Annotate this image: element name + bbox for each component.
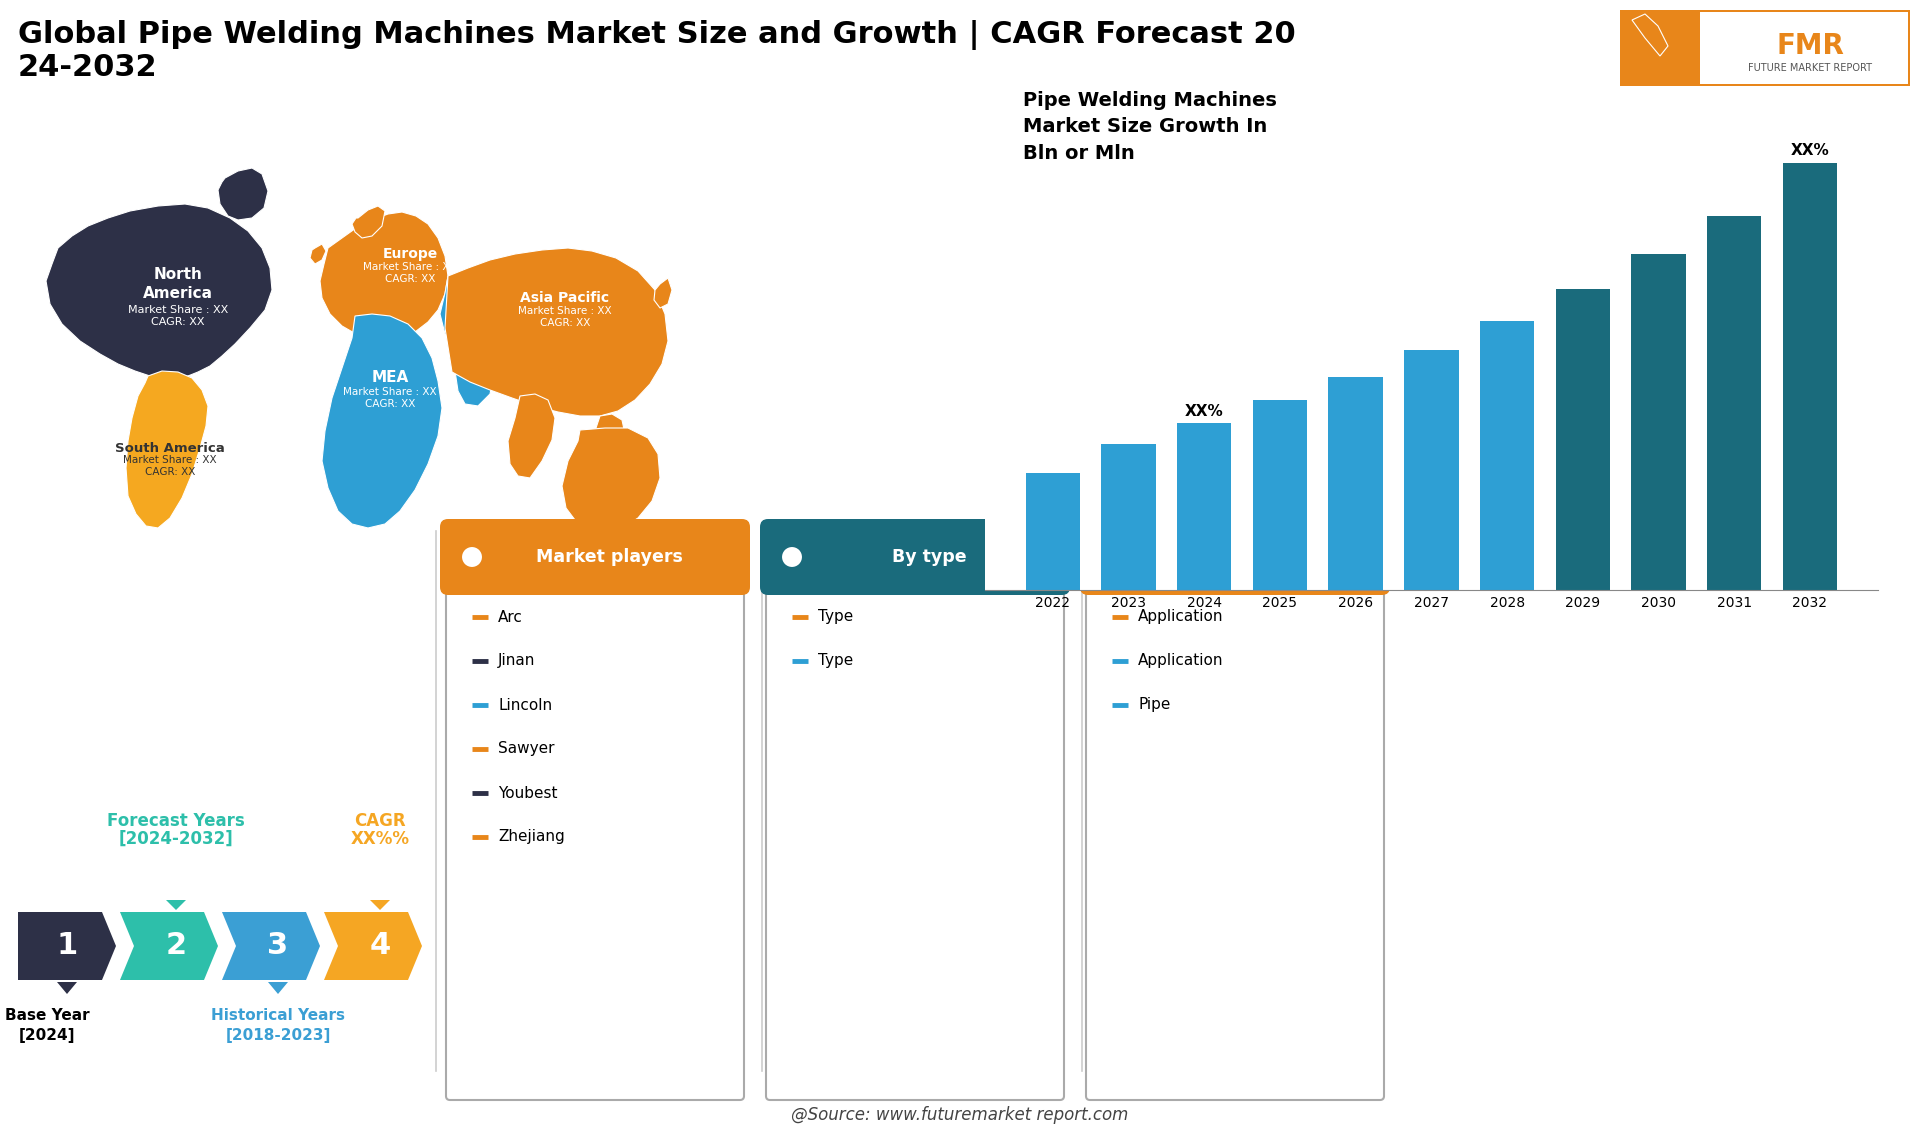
- Polygon shape: [593, 414, 626, 456]
- Text: [2024]: [2024]: [19, 1028, 75, 1043]
- Bar: [1404, 351, 1459, 590]
- Text: Youbest: Youbest: [497, 785, 557, 801]
- Polygon shape: [46, 204, 273, 378]
- FancyBboxPatch shape: [1087, 537, 1384, 1100]
- Text: Asia Pacific: Asia Pacific: [520, 291, 609, 305]
- Polygon shape: [440, 270, 497, 348]
- Text: Lincoln: Lincoln: [497, 698, 553, 713]
- Polygon shape: [509, 394, 555, 478]
- Bar: [1177, 423, 1231, 590]
- Text: CAGR: XX: CAGR: XX: [152, 317, 205, 327]
- FancyBboxPatch shape: [760, 519, 1069, 595]
- Text: By application: By application: [1179, 548, 1319, 566]
- Bar: [1782, 163, 1837, 590]
- Text: Pipe Welding Machines
Market Size Growth In
Bln or Mln: Pipe Welding Machines Market Size Growth…: [1023, 91, 1277, 163]
- Polygon shape: [445, 248, 668, 416]
- Text: CAGR: XX: CAGR: XX: [540, 317, 589, 328]
- Bar: [1102, 444, 1156, 590]
- Text: Arc: Arc: [497, 610, 522, 625]
- Polygon shape: [455, 346, 493, 406]
- Polygon shape: [321, 212, 447, 340]
- Text: FUTURE MARKET REPORT: FUTURE MARKET REPORT: [1747, 63, 1872, 73]
- Text: 2: 2: [165, 932, 186, 960]
- Text: FMR: FMR: [1776, 32, 1843, 60]
- Polygon shape: [127, 371, 207, 528]
- Text: 4: 4: [369, 932, 390, 960]
- Polygon shape: [269, 982, 288, 994]
- Text: 24-2032: 24-2032: [17, 53, 157, 83]
- Bar: [1329, 377, 1382, 590]
- Text: South America: South America: [115, 441, 225, 455]
- Text: XX%: XX%: [1791, 143, 1830, 158]
- FancyBboxPatch shape: [766, 537, 1064, 1100]
- Text: Base Year: Base Year: [4, 1008, 90, 1023]
- Text: XX%: XX%: [1185, 403, 1223, 418]
- Text: Market Share : XX: Market Share : XX: [363, 262, 457, 272]
- Text: Europe: Europe: [382, 248, 438, 261]
- Text: Forecast Years: Forecast Years: [108, 813, 246, 830]
- FancyBboxPatch shape: [440, 519, 751, 595]
- Text: @Source: www.futuremarket report.com: @Source: www.futuremarket report.com: [791, 1106, 1129, 1124]
- Polygon shape: [323, 314, 442, 528]
- Bar: [1025, 473, 1081, 590]
- Text: By type: By type: [891, 548, 966, 566]
- Text: Jinan: Jinan: [497, 653, 536, 668]
- Polygon shape: [219, 168, 269, 220]
- Text: Historical Years: Historical Years: [211, 1008, 346, 1023]
- Text: [2018-2023]: [2018-2023]: [225, 1028, 330, 1043]
- Text: Application: Application: [1139, 610, 1223, 625]
- Text: Market Share : XX: Market Share : XX: [123, 455, 217, 465]
- Text: Pipe: Pipe: [1139, 698, 1171, 713]
- Bar: [1252, 400, 1308, 590]
- Circle shape: [781, 545, 803, 568]
- Text: 1: 1: [56, 932, 77, 960]
- Text: Type: Type: [818, 653, 852, 668]
- Text: Global Pipe Welding Machines Market Size and Growth | CAGR Forecast 20: Global Pipe Welding Machines Market Size…: [17, 19, 1296, 50]
- Text: MEA: MEA: [371, 370, 409, 385]
- Text: Market Share : XX: Market Share : XX: [129, 305, 228, 315]
- Text: 3: 3: [267, 932, 288, 960]
- Text: Zhejiang: Zhejiang: [497, 830, 564, 845]
- Text: CAGR: XX: CAGR: XX: [384, 274, 436, 284]
- Text: Market players: Market players: [536, 548, 682, 566]
- Bar: [1620, 10, 1910, 86]
- Text: Application: Application: [1139, 653, 1223, 668]
- Bar: [1480, 321, 1534, 590]
- Text: CAGR: CAGR: [353, 813, 405, 830]
- Text: Sawyer: Sawyer: [497, 741, 555, 756]
- Polygon shape: [563, 427, 660, 531]
- Text: Market Share : XX: Market Share : XX: [518, 306, 612, 316]
- Polygon shape: [157, 376, 196, 416]
- Polygon shape: [165, 900, 186, 910]
- Polygon shape: [324, 912, 422, 980]
- Text: CAGR: XX: CAGR: XX: [144, 468, 196, 477]
- Polygon shape: [58, 982, 77, 994]
- Polygon shape: [1632, 14, 1668, 56]
- Polygon shape: [119, 912, 219, 980]
- Text: Type: Type: [818, 610, 852, 625]
- FancyBboxPatch shape: [1079, 519, 1390, 595]
- Text: CAGR: XX: CAGR: XX: [365, 399, 415, 409]
- Polygon shape: [223, 912, 321, 980]
- Polygon shape: [351, 206, 386, 238]
- Polygon shape: [371, 900, 390, 910]
- Circle shape: [461, 545, 484, 568]
- Polygon shape: [17, 912, 115, 980]
- Text: Market Share : XX: Market Share : XX: [344, 387, 438, 397]
- Text: [2024-2032]: [2024-2032]: [119, 830, 234, 848]
- Bar: [1699, 11, 1908, 84]
- Bar: [1707, 215, 1761, 590]
- Text: North
America: North America: [142, 267, 213, 300]
- FancyBboxPatch shape: [445, 537, 745, 1100]
- Text: XX%%: XX%%: [351, 830, 409, 848]
- Bar: [1632, 253, 1686, 590]
- Bar: [1555, 289, 1611, 590]
- Circle shape: [1100, 545, 1123, 568]
- Polygon shape: [655, 278, 672, 308]
- Polygon shape: [309, 244, 326, 264]
